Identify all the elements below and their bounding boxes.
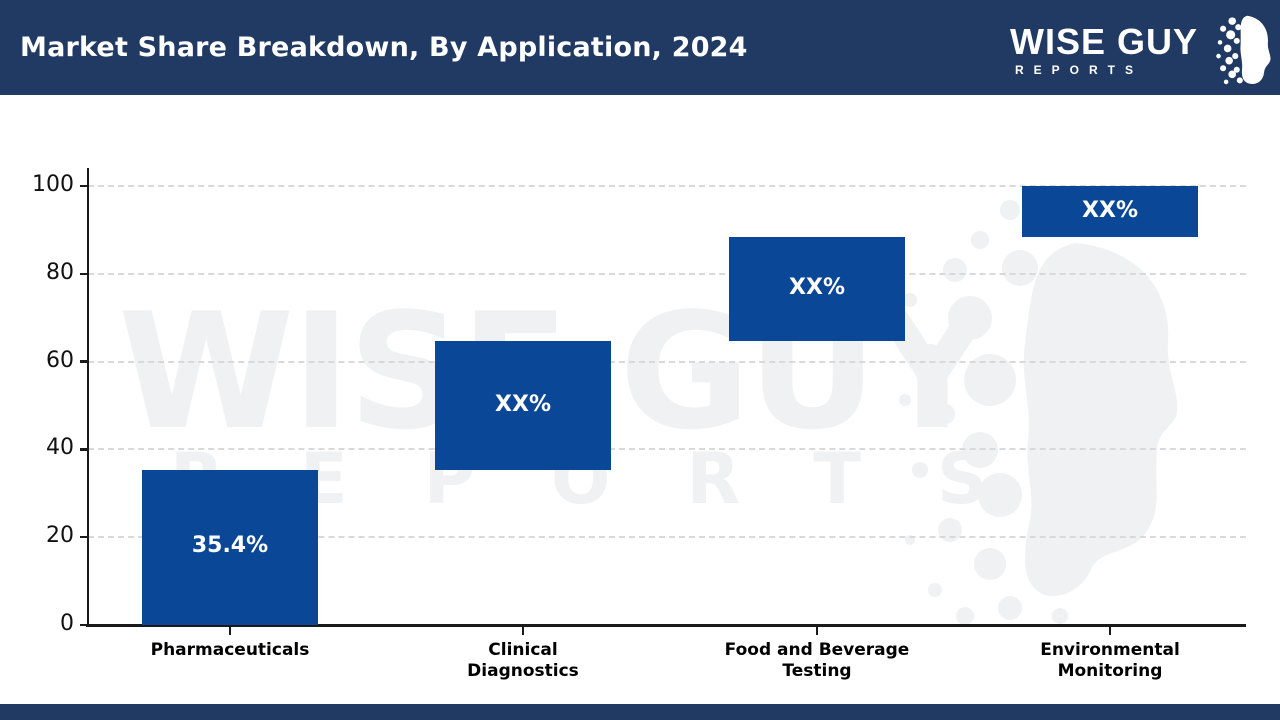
y-tick-mark [80,623,88,627]
gridline [88,185,1246,187]
y-tick-mark [80,360,88,363]
logo-text: WISE GUY REPORTS [1009,20,1198,77]
header-bar: Market Share Breakdown, By Application, … [0,0,1280,95]
bar-value-label: XX% [1082,197,1138,223]
logo-head-icon [1216,15,1271,85]
x-category-label: Food and Beverage Testing [724,640,910,681]
x-category-label: Environmental Monitoring [1040,640,1180,681]
footer-bar [0,704,1280,720]
y-tick-label: 100 [32,172,74,197]
x-tick-mark [1108,627,1112,635]
y-tick-label: 0 [60,611,74,636]
x-tick-mark [228,627,232,635]
page-title: Market Share Breakdown, By Application, … [20,32,748,63]
bar [142,469,318,625]
gridline [88,448,1246,451]
bar-value-label: XX% [495,391,551,417]
y-tick-label: 40 [46,435,74,461]
y-tick-mark [80,184,88,188]
x-tick-mark [815,627,819,635]
y-tick-label: 20 [46,523,74,549]
x-axis-line [86,624,1246,627]
y-tick-mark [80,448,88,451]
bar-value-label: XX% [789,275,845,301]
y-axis-line [86,168,89,627]
logo-name: WISE GUY [1009,20,1198,62]
y-tick-label: 60 [46,347,74,373]
y-tick-label: 80 [46,259,74,285]
x-tick-mark [521,627,525,635]
gridline [88,536,1246,539]
bar [729,237,905,342]
wise-guy-reports-logo: WISE GUY REPORTS [1010,12,1272,88]
y-tick-mark [80,272,88,276]
x-category-label: Pharmaceuticals [150,640,310,660]
y-tick-mark [80,535,88,539]
bar [435,341,611,470]
bar-value-label: 35.4% [191,533,269,559]
gridline [88,360,1246,363]
gridline [88,272,1246,275]
logo-tagline: REPORTS [1014,62,1143,77]
x-category-label: Clinical Diagnostics [467,640,579,681]
